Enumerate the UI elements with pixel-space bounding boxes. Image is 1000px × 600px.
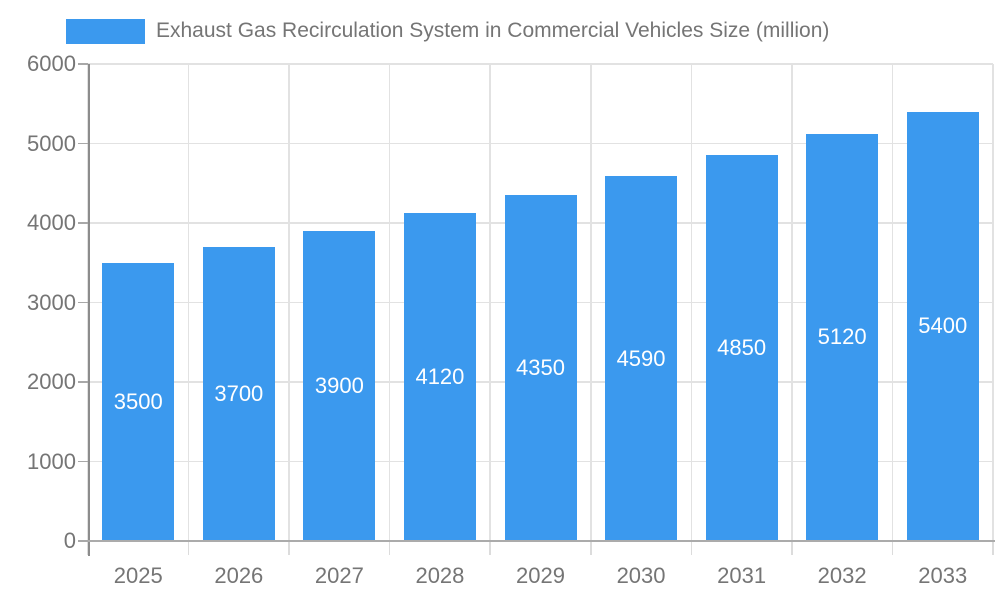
x-tick-mark xyxy=(590,541,592,555)
bar-value-label-2026: 3700 xyxy=(214,380,264,406)
x-tick-mark xyxy=(791,541,793,555)
y-tick-mark xyxy=(78,460,88,463)
gridline-x-9 xyxy=(992,64,994,541)
x-tick-label-2032: 2032 xyxy=(817,563,867,588)
x-tick-label-2030: 2030 xyxy=(616,563,666,588)
x-tick-label-2029: 2029 xyxy=(516,563,565,588)
legend-label: Exhaust Gas Recirculation System in Comm… xyxy=(156,19,830,42)
bar-value-label-2030: 4590 xyxy=(616,345,666,371)
legend-swatch xyxy=(66,18,145,44)
x-tick-label-2025: 2025 xyxy=(113,563,163,588)
y-tick-label-5000: 5000 xyxy=(27,130,76,156)
gridline-x-7 xyxy=(791,64,793,541)
bar-2027: 3900 xyxy=(303,230,376,541)
x-tick-label-2027: 2027 xyxy=(314,563,364,588)
bar-2025: 3500 xyxy=(102,262,175,541)
y-tick-label-3000: 3000 xyxy=(27,289,76,315)
gridline-x-4 xyxy=(489,64,491,541)
x-axis-line xyxy=(88,540,995,542)
y-tick-mark xyxy=(78,63,88,65)
y-tick-label-0: 0 xyxy=(63,528,76,553)
gridline-y-5000 xyxy=(88,142,993,145)
y-tick-mark xyxy=(78,381,88,383)
y-axis-line xyxy=(88,64,90,556)
bar-2026: 3700 xyxy=(202,246,275,541)
gridline-x-1 xyxy=(187,64,190,541)
bar-value-label-2033: 5400 xyxy=(918,313,968,339)
bar-2032: 5120 xyxy=(806,133,879,541)
gridline-x-2 xyxy=(288,64,290,541)
gridline-x-6 xyxy=(690,64,693,541)
y-tick-mark xyxy=(78,222,88,224)
gridline-x-8 xyxy=(891,64,894,541)
bar-2028: 4120 xyxy=(403,213,476,541)
bar-value-label-2027: 3900 xyxy=(314,372,364,398)
x-tick-mark xyxy=(690,541,693,555)
plot-area: 3500 3700 3900 4120 4350 4590 4850 5120 5400 xyxy=(87,63,994,555)
x-tick-mark xyxy=(187,541,190,555)
x-tick-mark xyxy=(388,541,391,555)
y-tick-label-4000: 4000 xyxy=(27,210,76,235)
x-tick-label-2026: 2026 xyxy=(214,563,264,588)
x-tick-label-2033: 2033 xyxy=(918,563,968,588)
x-tick-mark xyxy=(891,541,894,555)
bar-2030: 4590 xyxy=(605,176,678,541)
gridline-x-5 xyxy=(590,64,592,541)
x-tick-mark xyxy=(992,541,994,555)
x-tick-mark xyxy=(288,541,290,555)
bar-2033: 5400 xyxy=(906,111,979,541)
bar-value-label-2025: 3500 xyxy=(113,388,163,414)
y-tick-label-1000: 1000 xyxy=(27,448,76,474)
y-tick-mark xyxy=(78,142,88,145)
y-tick-label-6000: 6000 xyxy=(27,51,76,76)
gridline-y-6000 xyxy=(88,63,993,65)
y-tick-mark xyxy=(78,540,88,542)
bar-value-label-2028: 4120 xyxy=(415,364,465,390)
bar-2029: 4350 xyxy=(504,195,577,541)
y-tick-label-2000: 2000 xyxy=(27,369,76,394)
y-tick-mark xyxy=(78,301,88,304)
x-tick-mark xyxy=(489,541,491,555)
bar-value-label-2032: 5120 xyxy=(817,324,867,350)
bar-2031: 4850 xyxy=(705,155,778,541)
x-tick-label-2031: 2031 xyxy=(717,563,767,588)
bar-value-label-2029: 4350 xyxy=(516,355,565,381)
legend-item[interactable]: Exhaust Gas Recirculation System in Comm… xyxy=(66,16,829,46)
bar-value-label-2031: 4850 xyxy=(717,335,767,361)
x-tick-label-2028: 2028 xyxy=(415,563,465,588)
gridline-x-3 xyxy=(388,64,391,541)
